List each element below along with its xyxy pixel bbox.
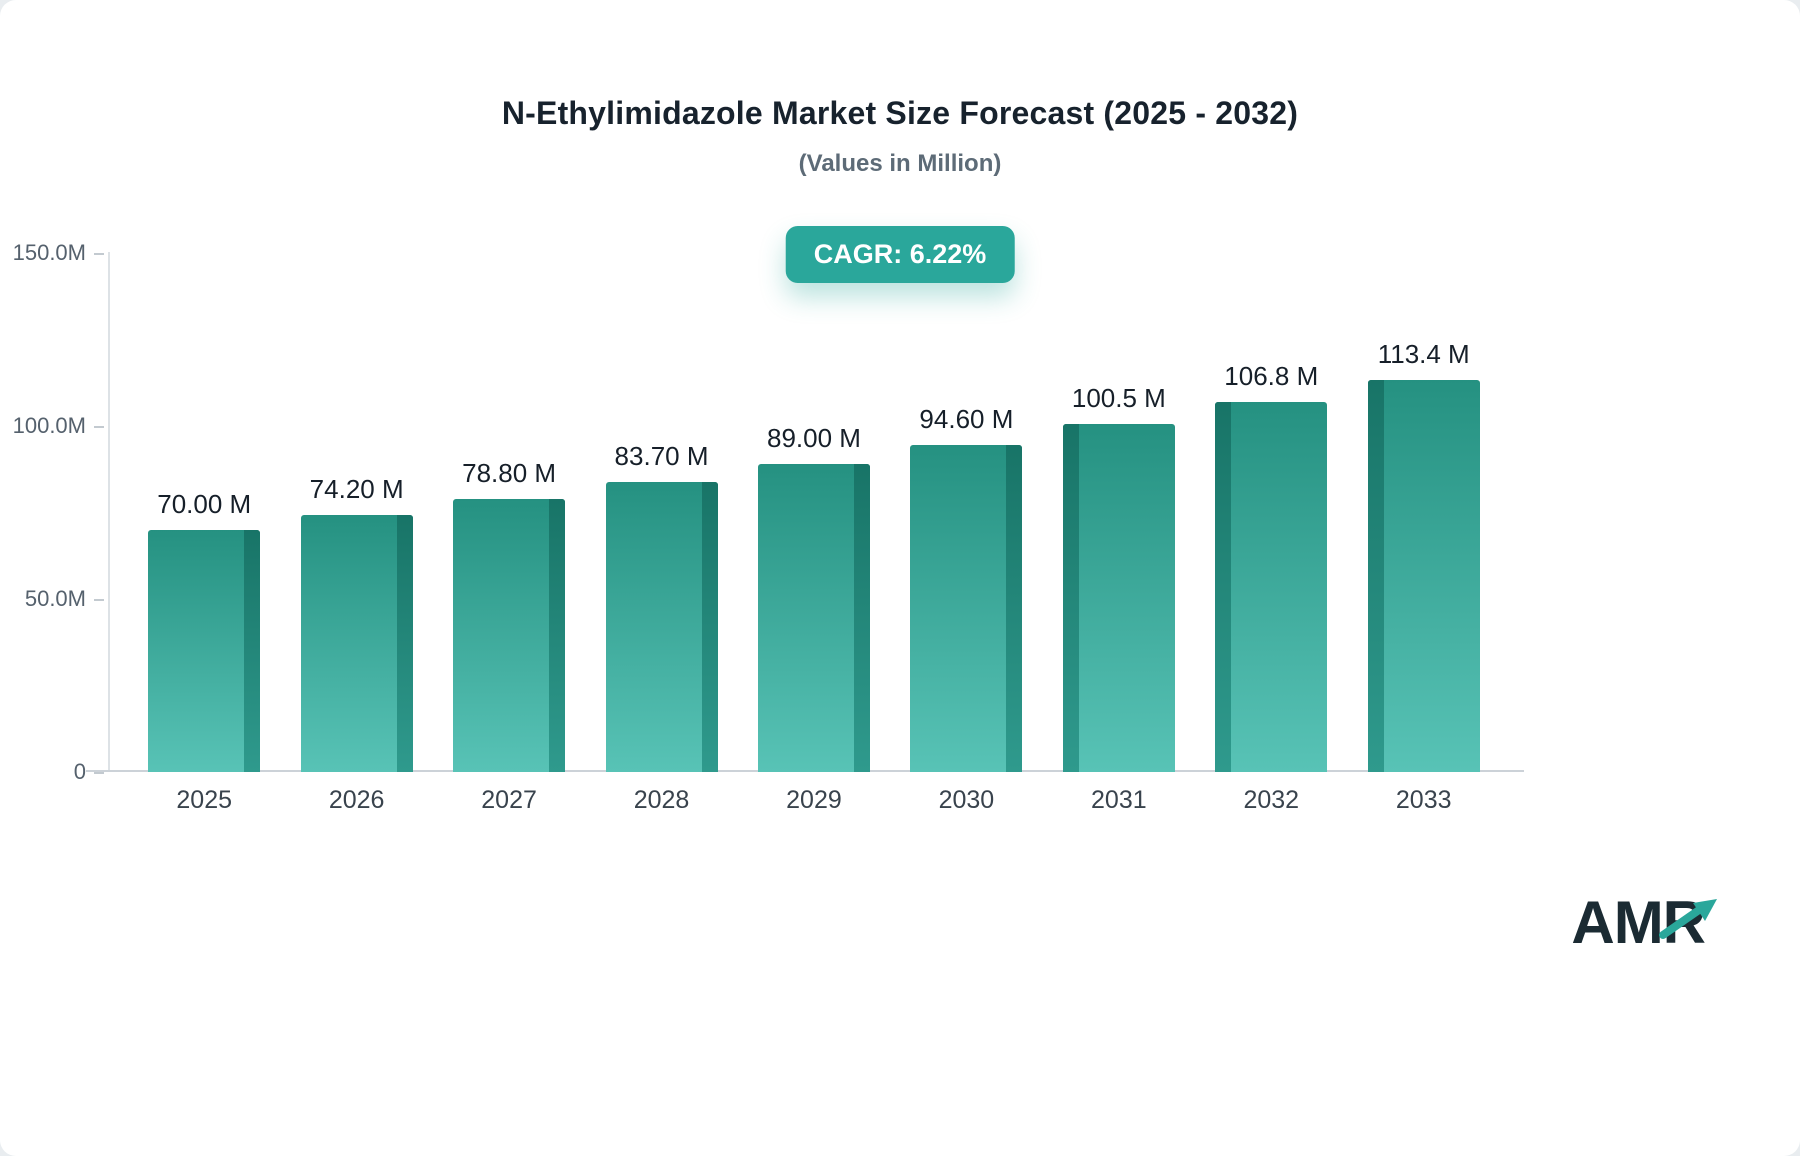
x-axis-label-2033: 2033 (1395, 786, 1452, 814)
logo: AMR (1571, 893, 1717, 953)
bar-3d-side (1062, 424, 1079, 772)
y-axis-line (108, 252, 110, 772)
y-tick-label: 150.0M (13, 240, 104, 266)
bar-2027 (453, 499, 566, 772)
bar-slot-2032: 106.8 M (1195, 253, 1347, 772)
bar-chart: 70.00 M 74.20 M 78.80 M 83.70 M 89.00 M 94.60… (128, 253, 1500, 772)
x-axis-label-2028: 2028 (633, 786, 690, 814)
y-axis: 150.0M 100.0M 50.0M 0 (0, 240, 104, 784)
bar-slot-2026: 74.20 M (280, 253, 432, 772)
bar-slot-2029: 89.00 M (738, 253, 890, 772)
bar-value-label: 100.5 M (1071, 383, 1166, 414)
x-axis-label-2029: 2029 (786, 786, 842, 814)
bar-slot-2027: 78.80 M (433, 253, 585, 772)
bar-3d-side (549, 499, 566, 772)
y-tick-label: 100.0M (13, 413, 104, 439)
x-axis-label-2027: 2027 (481, 786, 537, 814)
x-axis-label-2030: 2030 (938, 786, 995, 814)
bar-slot-2028: 83.70 M (585, 253, 737, 772)
bar-3d-side (396, 515, 413, 772)
y-tick-mark (94, 253, 104, 256)
bar-value-label: 70.00 M (157, 488, 252, 519)
bar-value-label: 74.20 M (309, 474, 404, 505)
chart-subtitle: (Values in Million) (798, 150, 1002, 177)
y-tick-mark (94, 772, 104, 775)
bar-2025 (148, 529, 261, 772)
x-axis: 2025 2026 2027 2028 2029 2030 2031 2032 2033 (128, 786, 1500, 815)
bar-value-label: 78.80 M (462, 458, 557, 489)
bar-2028 (605, 482, 718, 772)
y-tick-mark (94, 426, 104, 429)
bar-3d-side (853, 464, 870, 772)
bar-value-label: 89.00 M (766, 423, 861, 454)
cagr-badge: CAGR: 6.22% (785, 226, 1015, 283)
x-axis-label-2025: 2025 (176, 786, 233, 814)
bar-value-label: 94.60 M (919, 403, 1014, 434)
bar-slot-2031: 100.5 M (1043, 253, 1195, 772)
logo-arrow-icon (1659, 899, 1717, 939)
bar-slot-2030: 94.60 M (890, 253, 1042, 772)
bar-value-label: 83.70 M (614, 441, 709, 472)
bar-2031 (1062, 424, 1175, 772)
bar-slot-2033: 113.4 M (1348, 253, 1500, 772)
bar-2030 (910, 444, 1023, 772)
y-tick-label: 50.0M (25, 586, 104, 612)
y-tick-label: 0 (74, 759, 104, 785)
bar-value-label: 106.8 M (1224, 361, 1319, 392)
bar-slot-2025: 70.00 M (128, 253, 280, 772)
x-axis-label-2032: 2032 (1243, 786, 1300, 814)
bar-value-label: 113.4 M (1377, 338, 1470, 369)
bar-2029 (757, 464, 870, 772)
bar-3d-side (1367, 379, 1384, 772)
bar-2026 (300, 515, 413, 772)
bar-3d-side (1215, 402, 1232, 772)
chart-title: N-Ethylimidazole Market Size Forecast (2… (501, 95, 1299, 131)
bar-2033 (1367, 379, 1480, 772)
bar-3d-side (1006, 444, 1023, 772)
bar-2032 (1215, 402, 1328, 772)
bar-3d-side (244, 529, 261, 772)
x-axis-label-2026: 2026 (328, 786, 385, 814)
y-tick-mark (94, 599, 104, 602)
bar-3d-side (701, 482, 718, 772)
x-axis-label-2031: 2031 (1091, 786, 1147, 814)
